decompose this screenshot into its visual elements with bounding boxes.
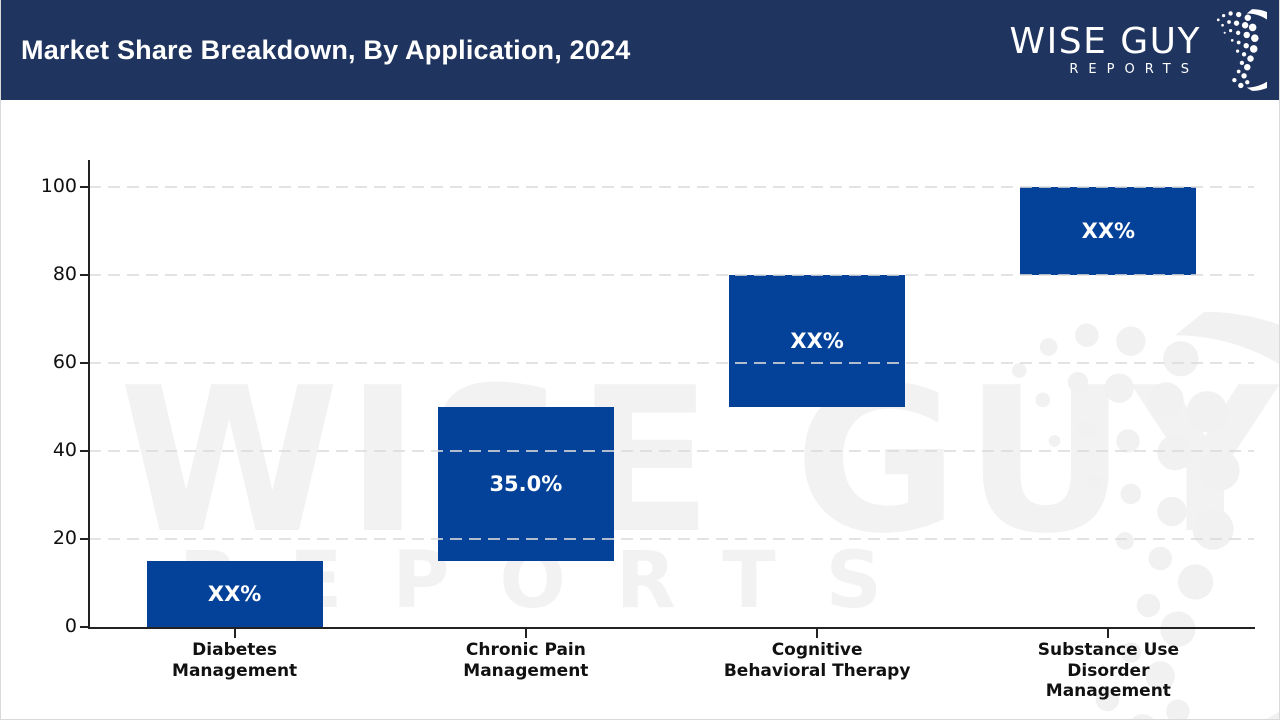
x-tick-mark [1107,629,1110,638]
x-tick-mark [816,629,819,638]
y-tick-label: 100 [40,175,77,197]
y-tick-label: 20 [52,527,77,549]
gridline [89,362,1254,364]
x-tick-mark [524,629,527,638]
y-tick-mark [80,274,88,276]
y-tick-mark [80,186,88,188]
logo-text: WISE GUY REPORTS [1009,20,1202,78]
chart-bar: XX% [1020,187,1197,275]
header-bar: Market Share Breakdown, By Application, … [1,0,1279,100]
y-tick-label: 80 [52,263,77,285]
gridline [89,186,1254,188]
y-tick-mark [80,626,88,628]
logo-subtitle: REPORTS [1069,62,1199,78]
gridline [89,538,1254,540]
wise-guy-reports-logo: WISE GUY REPORTS [1009,6,1267,94]
chart-bar: 35.0% [437,407,614,561]
x-category-label: Substance Use Disorder Management [1037,640,1180,702]
page-title: Market Share Breakdown, By Application, … [21,34,631,65]
gridline [89,274,1254,276]
chart-plot-area: WISE GUY REPORTS XX% 35.0% XX% XX% 0 20 40 60 8… [1,100,1280,719]
bar-value-label: XX% [1081,219,1136,243]
gridline [89,450,1254,452]
chart-bar: XX% [729,275,906,407]
x-category-label: Chronic Pain Management [463,640,589,681]
logo-wordmark: WISE GUY [1009,20,1201,62]
y-tick-mark [80,538,88,540]
bar-value-label: XX% [790,329,844,353]
x-category-label: Diabetes Management [172,640,298,681]
bar-value-label: XX% [207,582,262,606]
watermark-wordmark: WISE GUY [119,345,1280,578]
y-tick-label: 0 [64,615,77,637]
watermark-head-icon [1011,311,1279,719]
y-tick-mark [80,450,88,452]
x-axis-line [88,627,1255,629]
x-tick-mark [233,629,236,638]
dotted-head-icon [1216,9,1267,91]
y-tick-label: 60 [52,351,77,373]
y-axis-line [88,160,90,629]
y-tick-label: 40 [52,439,77,461]
bar-value-label: 35.0% [489,472,563,496]
x-category-label: Cognitive Behavioral Therapy [723,640,911,681]
y-tick-mark [80,362,88,364]
chart-bar: XX% [146,561,323,627]
